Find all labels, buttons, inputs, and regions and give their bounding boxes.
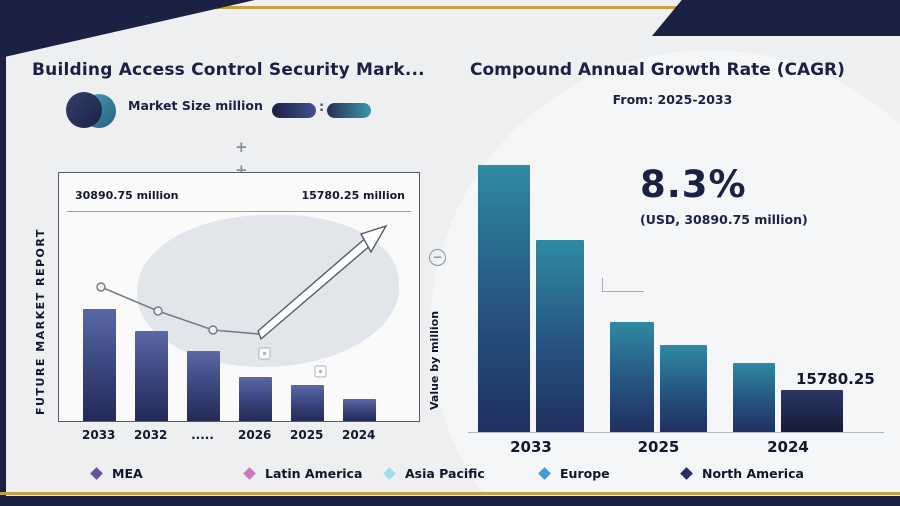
legend-diamond-icon bbox=[680, 467, 693, 480]
right-chart-title: Compound Annual Growth Rate (CAGR) bbox=[470, 60, 845, 80]
market-size-pie-icon bbox=[66, 92, 118, 132]
left-bar-2024 bbox=[343, 399, 376, 421]
legend-diamond-icon bbox=[243, 467, 256, 480]
pie-icon-front bbox=[66, 92, 102, 128]
right-x-axis-labels: 2033 2025 2024 bbox=[478, 438, 843, 456]
legend-item-mea: MEA bbox=[90, 466, 143, 481]
value-by-million-axis-label: Value by million bbox=[428, 310, 441, 410]
right-axis-label-2033: 2033 bbox=[510, 438, 552, 456]
legend-label: Latin America bbox=[265, 466, 363, 481]
left-axis-label-.....: ..... bbox=[191, 428, 214, 442]
navy-bottom-strip bbox=[0, 496, 900, 506]
left-chart-max-value: 30890.75 million bbox=[75, 189, 179, 202]
region-legend: MEA Latin America Asia Pacific Europe North … bbox=[0, 466, 900, 490]
legend-pill-separator: : bbox=[319, 100, 325, 115]
cagr-value: 8.3% bbox=[640, 163, 747, 206]
left-x-axis-labels: 2033 2032..... 2026 2025 2024 bbox=[82, 428, 375, 442]
right-bar-group-2024 bbox=[733, 363, 843, 432]
left-axis-label-2026: 2026 bbox=[238, 428, 272, 442]
navy-topright-shape bbox=[652, 0, 900, 36]
legend-item-asia-pacific: Asia Pacific bbox=[383, 466, 485, 481]
legend-label: North America bbox=[702, 466, 804, 481]
legend-pill-teal bbox=[327, 103, 371, 118]
plus-icon: + bbox=[235, 138, 248, 156]
value-callout: 15780.25 bbox=[796, 370, 875, 388]
legend-label: Europe bbox=[560, 466, 610, 481]
legend-label: MEA bbox=[112, 466, 143, 481]
cagr-note: (USD, 30890.75 million) bbox=[640, 212, 808, 227]
left-bar-2026 bbox=[239, 377, 272, 421]
left-axis-label-2033: 2033 bbox=[82, 428, 116, 442]
right-bar-group-2025 bbox=[610, 322, 707, 432]
right-bar-2025-series-1 bbox=[610, 322, 654, 432]
legend-diamond-icon bbox=[538, 467, 551, 480]
future-market-report-watermark: FUTURE MARKET REPORT bbox=[34, 228, 47, 416]
left-axis-label-2032: 2032 bbox=[134, 428, 168, 442]
left-chart-end-value: 15780.25 million bbox=[301, 189, 405, 202]
right-bar-2024-series-1 bbox=[733, 363, 775, 432]
left-axis-label-2025: 2025 bbox=[290, 428, 324, 442]
right-axis-label-2024: 2024 bbox=[767, 438, 809, 456]
left-chart-panel: 30890.75 million 15780.25 million bbox=[58, 172, 420, 422]
legend-diamond-icon bbox=[383, 467, 396, 480]
legend-diamond-icon bbox=[90, 467, 103, 480]
minus-circle-icon: − bbox=[429, 249, 446, 266]
right-bars-container bbox=[478, 158, 843, 432]
right-chart-subtitle: From: 2025-2033 bbox=[612, 92, 733, 107]
legend-item-europe: Europe bbox=[538, 466, 610, 481]
left-bar-2025 bbox=[291, 385, 324, 421]
left-bars-container bbox=[83, 211, 376, 421]
left-edge-strip bbox=[0, 52, 6, 498]
legend-item-north-america: North America bbox=[680, 466, 804, 481]
left-axis-label-2024: 2024 bbox=[342, 428, 376, 442]
left-bar-..... bbox=[187, 351, 220, 421]
left-chart-title: Building Access Control Security Mark... bbox=[32, 60, 425, 80]
right-axis-label-2025: 2025 bbox=[637, 438, 680, 456]
bracket-decoration bbox=[602, 278, 644, 292]
left-bar-2032 bbox=[135, 331, 168, 421]
panel-gridline bbox=[67, 211, 411, 212]
gold-bottom-line bbox=[0, 492, 900, 495]
legend-pill-navy bbox=[272, 103, 316, 118]
left-bar-2033 bbox=[83, 309, 116, 421]
gold-top-line bbox=[0, 6, 900, 9]
right-x-axis-line bbox=[468, 432, 884, 433]
right-bar-2024-series-2 bbox=[781, 390, 843, 432]
right-bar-2033-series-2 bbox=[536, 240, 584, 432]
navy-topleft-shape bbox=[0, 0, 255, 58]
right-bar-group-2033 bbox=[478, 165, 584, 432]
legend-label: Asia Pacific bbox=[405, 466, 485, 481]
right-bar-2025-series-2 bbox=[660, 345, 707, 432]
right-bar-2033-series-1 bbox=[478, 165, 530, 432]
market-size-legend-label: Market Size million bbox=[128, 98, 263, 113]
legend-item-latin-america: Latin America bbox=[243, 466, 363, 481]
